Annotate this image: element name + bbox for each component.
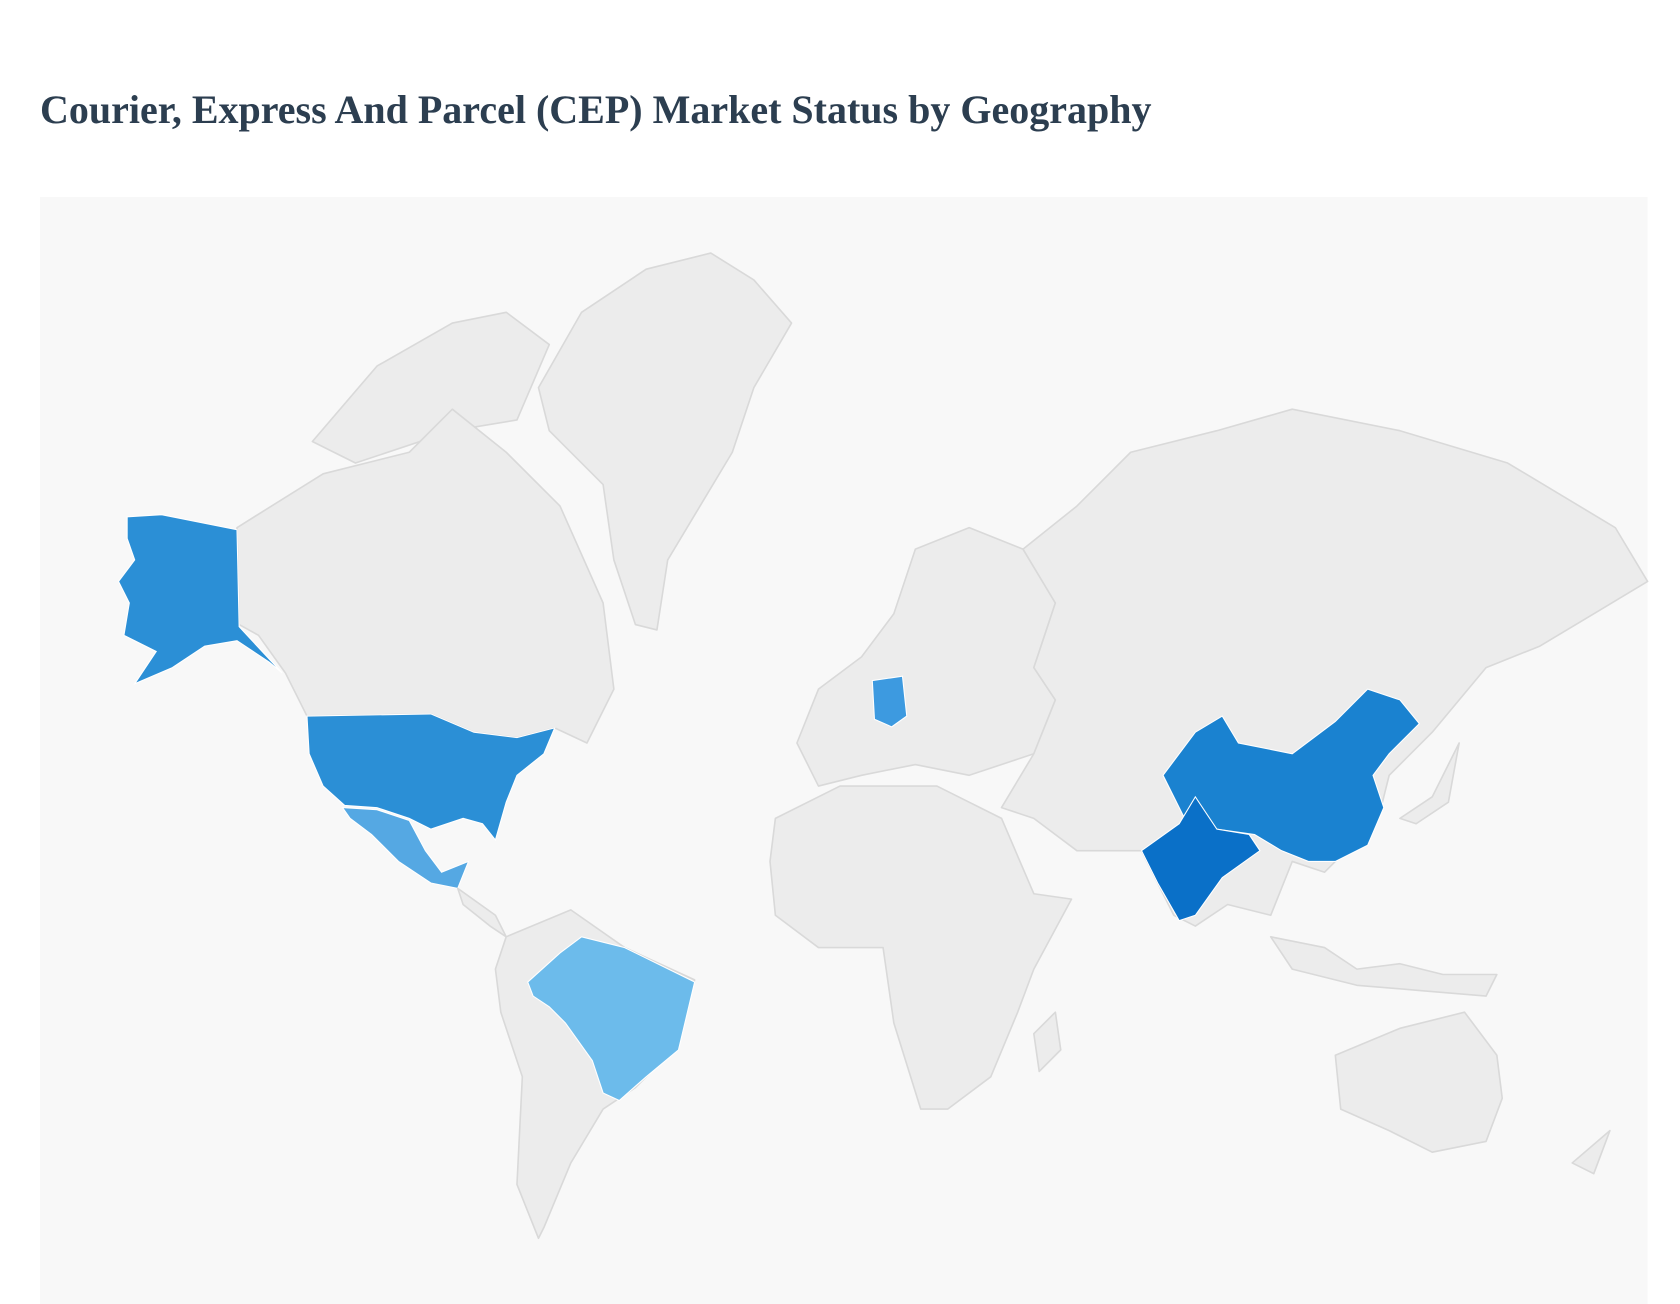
highlighted-region [341, 806, 470, 889]
highlighted-region [1140, 795, 1261, 922]
land [311, 311, 551, 464]
highlighted-region [117, 514, 283, 685]
land [1033, 1011, 1062, 1073]
highlighted-region [871, 675, 908, 728]
page-title: Courier, Express And Parcel (CEP) Market… [40, 87, 1152, 132]
land [1334, 1011, 1504, 1153]
land [456, 887, 508, 938]
land [236, 408, 615, 744]
highlighted-region [306, 713, 556, 842]
land [1399, 742, 1460, 825]
highlighted-region [527, 936, 696, 1102]
land [1269, 936, 1498, 997]
highlighted-region [1162, 688, 1421, 862]
land [537, 252, 793, 631]
land [1571, 1129, 1611, 1175]
land [769, 785, 1073, 1110]
